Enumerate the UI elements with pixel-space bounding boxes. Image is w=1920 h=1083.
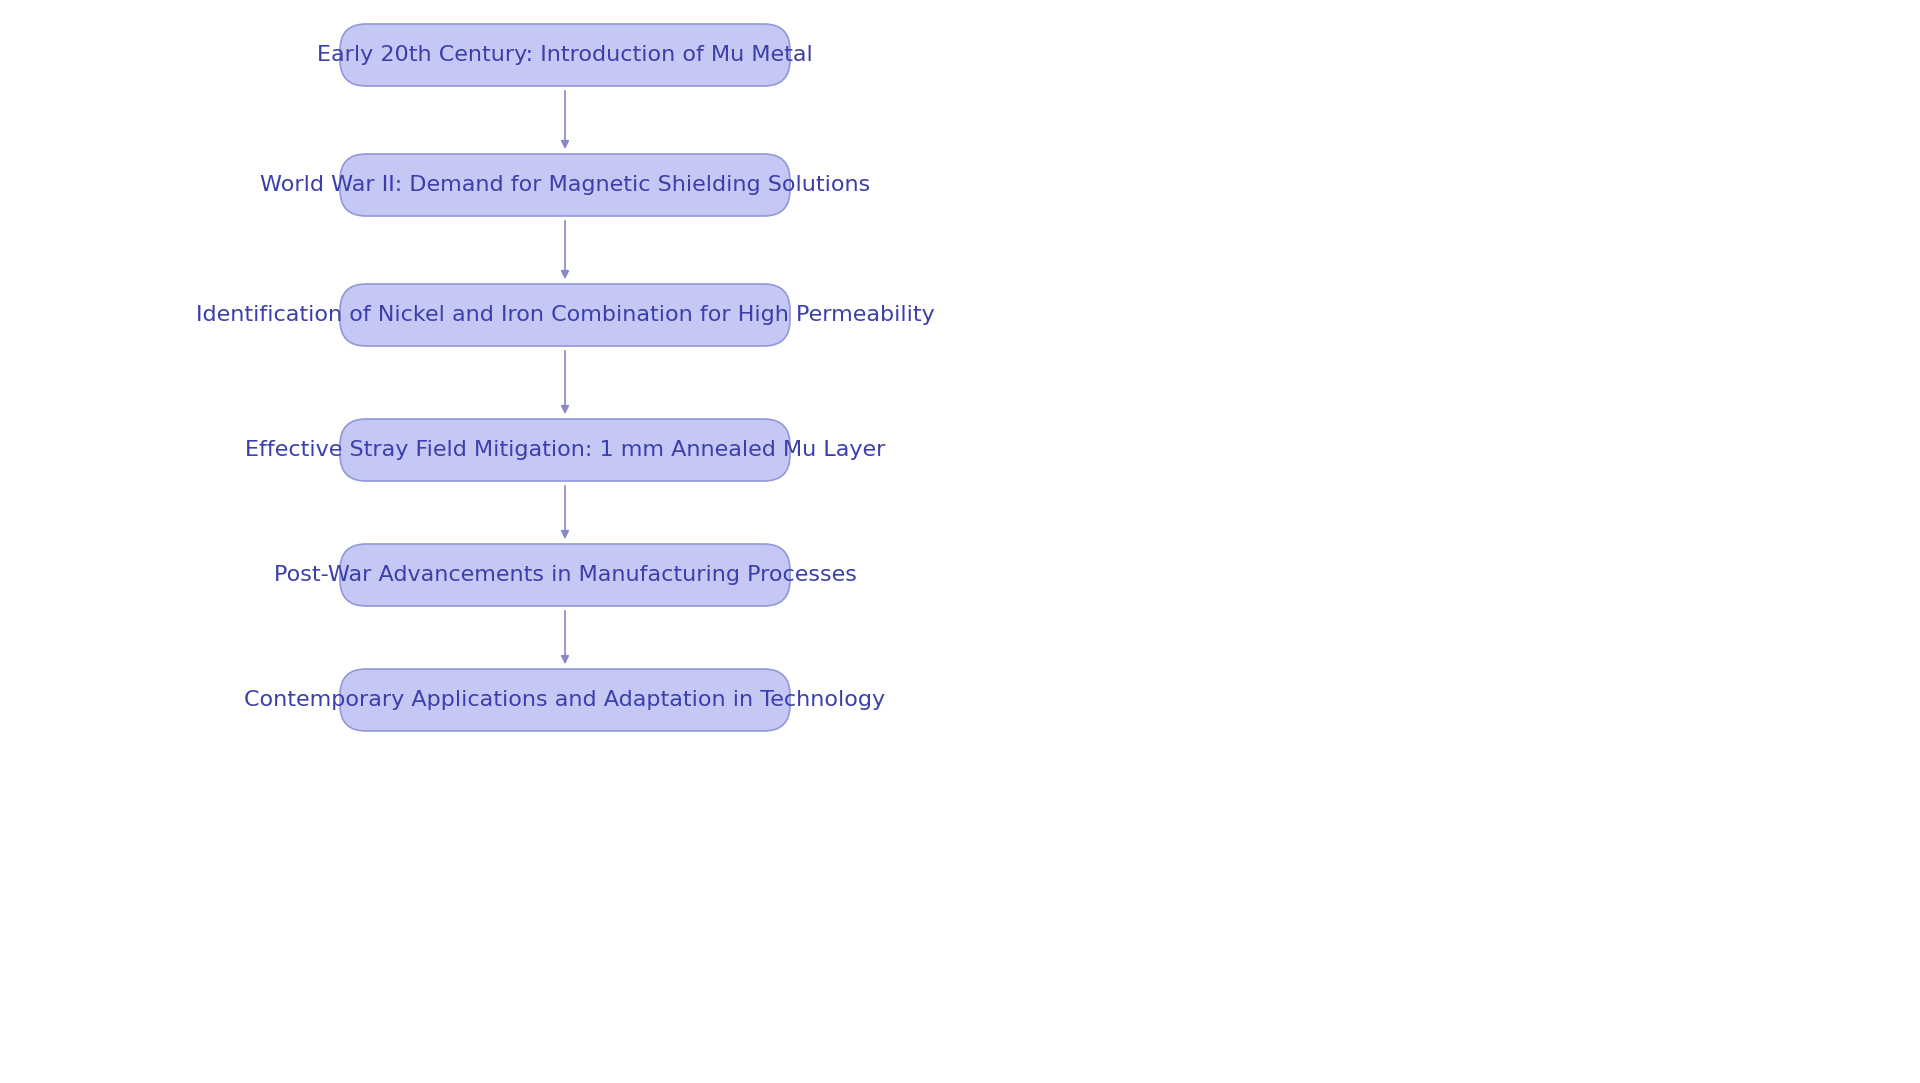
Text: Effective Stray Field Mitigation: 1 mm Annealed Mu Layer: Effective Stray Field Mitigation: 1 mm A… bbox=[246, 440, 885, 460]
FancyBboxPatch shape bbox=[340, 24, 789, 86]
FancyBboxPatch shape bbox=[340, 419, 789, 481]
Text: Contemporary Applications and Adaptation in Technology: Contemporary Applications and Adaptation… bbox=[244, 690, 885, 710]
FancyBboxPatch shape bbox=[340, 284, 789, 345]
Text: Early 20th Century: Introduction of Mu Metal: Early 20th Century: Introduction of Mu M… bbox=[317, 45, 812, 65]
Text: World War II: Demand for Magnetic Shielding Solutions: World War II: Demand for Magnetic Shield… bbox=[259, 175, 870, 195]
FancyBboxPatch shape bbox=[340, 669, 789, 731]
Text: Identification of Nickel and Iron Combination for High Permeability: Identification of Nickel and Iron Combin… bbox=[196, 305, 935, 325]
Text: Post-War Advancements in Manufacturing Processes: Post-War Advancements in Manufacturing P… bbox=[273, 565, 856, 585]
FancyBboxPatch shape bbox=[340, 154, 789, 216]
FancyBboxPatch shape bbox=[340, 544, 789, 606]
